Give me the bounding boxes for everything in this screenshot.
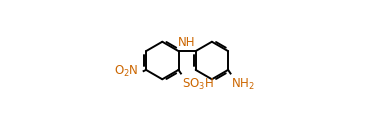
Text: $\mathregular{O_2N}$: $\mathregular{O_2N}$ [114, 64, 138, 79]
Text: $\mathregular{SO_3H}$: $\mathregular{SO_3H}$ [182, 77, 214, 92]
Text: $\mathregular{NH_2}$: $\mathregular{NH_2}$ [231, 77, 255, 92]
Text: NH: NH [179, 36, 196, 49]
